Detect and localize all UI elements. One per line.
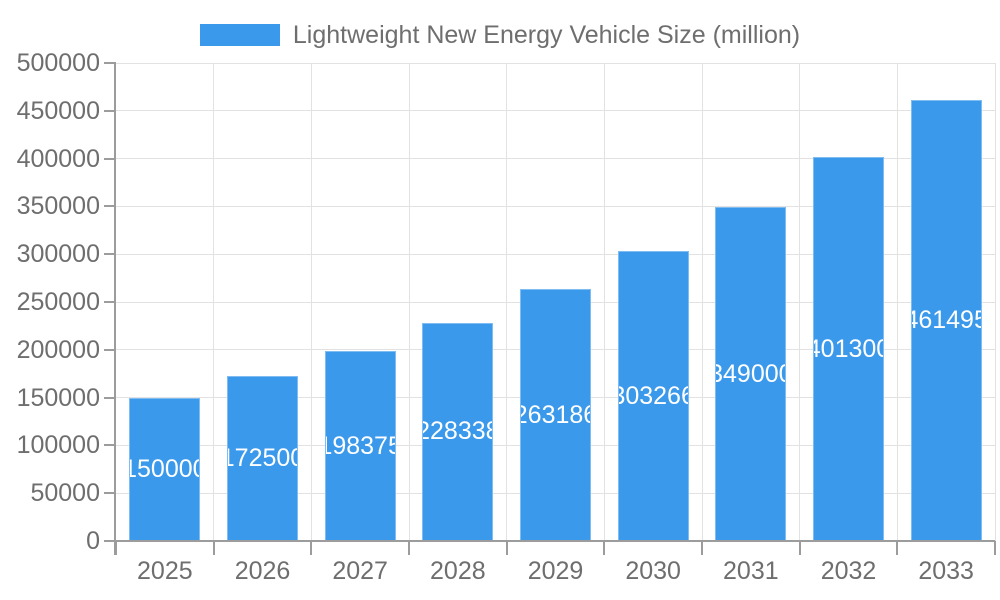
y-axis-tick [104, 396, 116, 399]
y-tick-label: 250000 [16, 288, 100, 316]
y-tick-label: 200000 [16, 335, 100, 364]
gridline-vertical [213, 63, 215, 541]
x-tick-label: 2030 [625, 557, 681, 585]
bar: 172500 [227, 376, 298, 541]
bar: 461495 [910, 99, 982, 541]
legend: Lightweight New Energy Vehicle Size (mil… [0, 21, 1000, 49]
bar-value-label: 461495 [912, 305, 981, 334]
y-axis-tick [104, 157, 116, 160]
gridline-horizontal [116, 158, 995, 160]
x-tick-label: 2032 [820, 557, 877, 585]
bar: 228338 [422, 322, 494, 541]
gridline-vertical [896, 63, 898, 541]
x-tick-label: 2025 [137, 557, 193, 585]
gridline-vertical [408, 63, 410, 541]
x-axis-tick [994, 541, 996, 555]
y-axis-tick [104, 109, 116, 112]
bar: 198375 [324, 351, 396, 541]
x-axis-tick [896, 541, 899, 555]
y-tick-label: 400000 [16, 144, 100, 173]
y-tick-label: 500000 [16, 49, 100, 77]
y-axis-tick [104, 348, 116, 351]
legend-label: Lightweight New Energy Vehicle Size (mil… [292, 20, 801, 49]
x-axis-tick [505, 541, 508, 555]
bar: 349000 [715, 207, 787, 541]
y-axis-line [114, 63, 116, 555]
y-axis-tick [104, 62, 116, 64]
gridline-horizontal [116, 110, 995, 112]
bar-value-label: 198375 [326, 431, 395, 460]
x-axis-tick [408, 541, 410, 555]
bar-value-label: 263186 [521, 400, 590, 429]
gridline-vertical [799, 63, 801, 541]
x-axis-tick [603, 541, 606, 555]
y-axis-tick [104, 205, 116, 208]
bar: 150000 [129, 397, 201, 541]
gridline-horizontal [116, 62, 995, 64]
x-tick-label: 2026 [234, 557, 291, 585]
bar-value-label: 401300 [814, 334, 883, 363]
bar: 303266 [617, 251, 689, 541]
y-axis-tick [104, 301, 116, 303]
bar-value-label: 172500 [228, 444, 297, 473]
x-axis-tick [115, 541, 117, 555]
bar-value-label: 303266 [619, 381, 688, 410]
x-tick-label: 2028 [430, 557, 486, 585]
x-tick-label: 2031 [723, 557, 779, 585]
x-tick-label: 2027 [332, 557, 388, 585]
y-tick-label: 300000 [16, 240, 100, 269]
x-tick-label: 2033 [918, 557, 974, 585]
y-tick-label: 100000 [16, 431, 100, 460]
y-tick-label: 0 [86, 527, 100, 555]
y-axis-tick [104, 444, 116, 447]
x-tick-label: 2029 [527, 557, 584, 585]
x-axis-tick [701, 541, 703, 555]
gridline-horizontal [116, 253, 995, 255]
y-tick-label: 150000 [16, 383, 100, 412]
bar: 401300 [813, 157, 884, 541]
bar-value-label: 150000 [130, 454, 199, 483]
bar: 263186 [520, 289, 591, 541]
gridline-vertical [701, 63, 703, 541]
y-tick-label: 450000 [16, 96, 100, 125]
legend-swatch [199, 24, 280, 46]
gridline-horizontal [116, 205, 995, 207]
y-axis-tick [104, 253, 116, 256]
y-tick-label: 350000 [16, 192, 100, 221]
x-axis-tick [798, 541, 801, 555]
x-axis-line [104, 540, 995, 542]
gridline-vertical [310, 63, 312, 541]
gridline-vertical [994, 63, 996, 541]
gridline-vertical [506, 63, 508, 541]
gridline-vertical [603, 63, 605, 541]
bar-value-label: 228338 [423, 417, 492, 446]
x-axis-tick [212, 541, 215, 555]
y-tick-label: 50000 [30, 479, 100, 508]
x-axis-tick [310, 541, 313, 555]
y-axis-tick [104, 492, 116, 495]
bar-value-label: 349000 [716, 359, 785, 388]
